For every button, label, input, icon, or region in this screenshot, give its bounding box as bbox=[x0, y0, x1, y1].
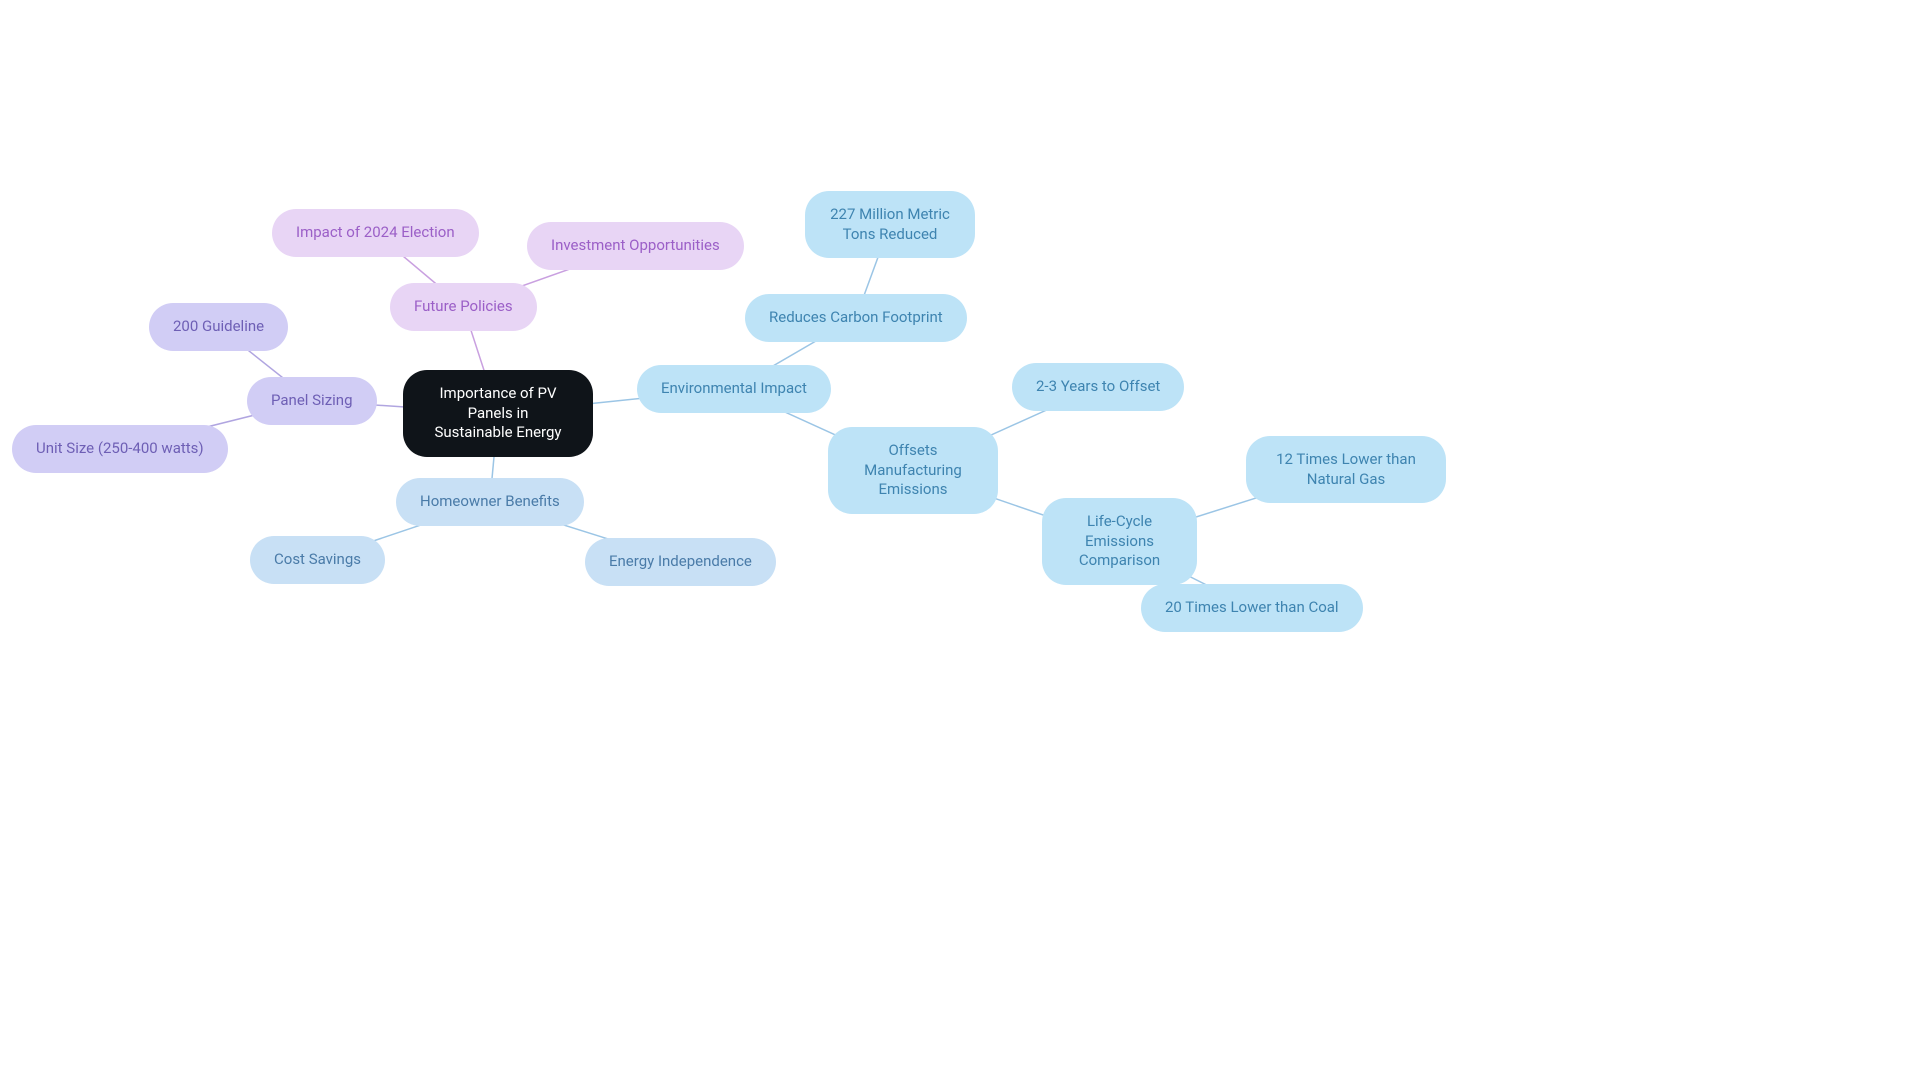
node-metric-tons[interactable]: 227 Million Metric Tons Reduced bbox=[805, 191, 975, 258]
node-lower-natural-gas[interactable]: 12 Times Lower than Natural Gas bbox=[1246, 436, 1446, 503]
node-homeowner-benefits[interactable]: Homeowner Benefits bbox=[396, 478, 584, 526]
node-lower-coal[interactable]: 20 Times Lower than Coal bbox=[1141, 584, 1363, 632]
node-impact-2024[interactable]: Impact of 2024 Election bbox=[272, 209, 479, 257]
node-environmental-impact[interactable]: Environmental Impact bbox=[637, 365, 831, 413]
node-years-offset[interactable]: 2-3 Years to Offset bbox=[1012, 363, 1184, 411]
node-center[interactable]: Importance of PV Panels in Sustainable E… bbox=[403, 370, 593, 457]
node-offsets-manufacturing[interactable]: Offsets Manufacturing Emissions bbox=[828, 427, 998, 514]
node-reduces-carbon[interactable]: Reduces Carbon Footprint bbox=[745, 294, 967, 342]
node-lifecycle-comparison[interactable]: Life-Cycle Emissions Comparison bbox=[1042, 498, 1197, 585]
node-200-guideline[interactable]: 200 Guideline bbox=[149, 303, 288, 351]
node-unit-size[interactable]: Unit Size (250-400 watts) bbox=[12, 425, 228, 473]
node-future-policies[interactable]: Future Policies bbox=[390, 283, 537, 331]
node-cost-savings[interactable]: Cost Savings bbox=[250, 536, 385, 584]
node-panel-sizing[interactable]: Panel Sizing bbox=[247, 377, 377, 425]
node-energy-independence[interactable]: Energy Independence bbox=[585, 538, 776, 586]
node-investment-opportunities[interactable]: Investment Opportunities bbox=[527, 222, 744, 270]
